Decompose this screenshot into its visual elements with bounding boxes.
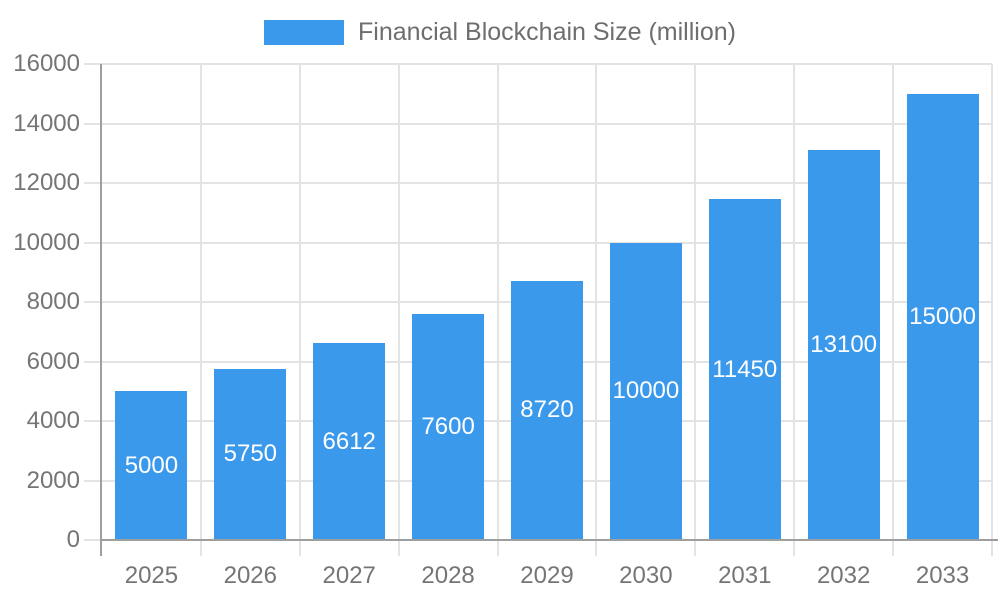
gridline-horizontal [84,182,992,184]
bar-value-label: 11450 [712,355,778,383]
gridline-vertical [892,64,895,540]
x-tick-mark [892,540,895,556]
bar-value-label: 5750 [223,440,278,468]
x-tick-mark [595,540,598,556]
gridline-vertical [694,64,697,540]
y-tick-label: 12000 [13,169,80,196]
x-tick-label: 2033 [915,562,970,589]
x-tick-label: 2027 [322,562,376,589]
y-tick-label: 14000 [13,109,80,137]
bar-value-label: 5000 [124,451,179,479]
bar-2027[interactable]: 6612 [313,343,386,540]
x-axis-line [100,539,998,541]
x-tick-mark [298,540,301,556]
x-tick-mark [199,540,202,556]
bar-2026[interactable]: 5750 [214,368,287,540]
bar-value-label: 8720 [520,396,574,424]
x-tick-label: 2029 [520,562,574,589]
x-tick-mark [793,540,796,556]
bar-value-label: 15000 [909,302,976,330]
y-tick-label: 2000 [26,466,80,494]
legend-label: Financial Blockchain Size (million) [358,17,736,46]
y-tick-label: 0 [66,526,80,553]
x-tick-label: 2025 [124,562,179,589]
bar-2030[interactable]: 10000 [609,242,682,540]
gridline-vertical [496,64,499,540]
bar-2025[interactable]: 5000 [115,391,188,540]
y-tick-label: 4000 [26,407,80,434]
x-tick-label: 2031 [718,562,772,589]
y-tick-label: 6000 [26,347,80,375]
x-tick-mark [991,540,993,556]
gridline-horizontal [84,122,992,125]
x-tick-mark [694,540,697,556]
y-tick-mark [84,539,100,541]
x-tick-label: 2030 [619,562,673,589]
gridline-vertical [595,64,598,540]
y-axis-line [100,64,102,556]
y-tick-label: 16000 [13,50,80,77]
bar-value-label: 10000 [612,377,680,405]
x-tick-mark [496,540,499,556]
bar-2032[interactable]: 13100 [807,150,880,540]
x-tick-label: 2032 [816,562,871,589]
gridline-horizontal [84,63,992,65]
gridline-vertical [991,64,993,540]
x-tick-label: 2028 [421,562,475,589]
y-tick-label: 8000 [26,288,80,315]
bar-2031[interactable]: 11450 [708,199,781,540]
gridline-vertical [397,64,400,540]
gridline-vertical [298,64,301,540]
gridline-vertical [199,64,202,540]
bar-value-label: 7600 [421,412,475,440]
gridline-horizontal [84,241,992,244]
legend-item[interactable]: Financial Blockchain Size (million) [0,17,1000,47]
bar-2033[interactable]: 15000 [906,93,979,540]
gridline-vertical [793,64,796,540]
bar-value-label: 6612 [322,427,376,455]
y-tick-label: 10000 [13,228,80,256]
legend-swatch [264,19,345,45]
bar-2028[interactable]: 7600 [412,313,485,540]
bar-2029[interactable]: 8720 [511,280,583,540]
x-tick-label: 2026 [223,562,277,589]
bar-value-label: 13100 [810,331,878,359]
x-tick-mark [397,540,400,556]
